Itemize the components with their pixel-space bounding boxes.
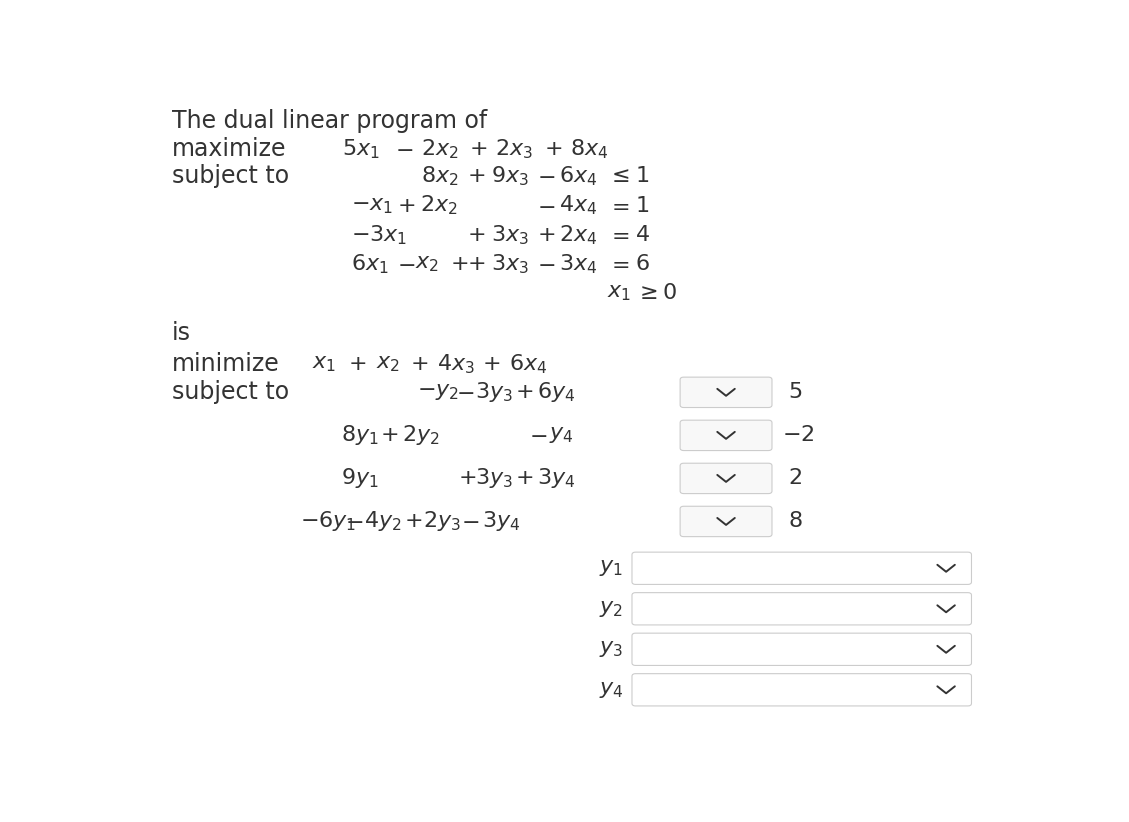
Text: $\geq$: $\geq$ [636, 283, 658, 303]
Text: $+$: $+$ [458, 469, 476, 488]
Text: $3y_4$: $3y_4$ [482, 510, 520, 533]
Text: $-$: $-$ [397, 254, 415, 274]
Text: $4x_3$: $4x_3$ [437, 352, 474, 376]
Text: $2x_2$: $2x_2$ [420, 194, 458, 217]
Text: maximize: maximize [172, 137, 287, 161]
Text: $5x_1$: $5x_1$ [342, 137, 380, 161]
Text: $1$: $1$ [636, 167, 649, 187]
Text: $-x_1$: $-x_1$ [351, 196, 393, 215]
Text: $=$: $=$ [607, 224, 630, 245]
Text: $+$: $+$ [380, 425, 399, 446]
Text: $+$: $+$ [470, 139, 488, 159]
Text: $1$: $1$ [636, 196, 649, 215]
Text: $y_4$: $y_4$ [598, 680, 623, 700]
Text: $y_3$: $y_3$ [598, 640, 623, 659]
Text: $0$: $0$ [662, 283, 676, 303]
FancyBboxPatch shape [680, 464, 772, 493]
FancyBboxPatch shape [632, 593, 971, 625]
Text: minimize: minimize [172, 352, 280, 376]
Text: $+$: $+$ [450, 254, 469, 274]
Text: $2x_3$: $2x_3$ [496, 137, 533, 161]
Text: $3x_3$: $3x_3$ [491, 223, 530, 247]
Text: $2y_3$: $2y_3$ [423, 510, 461, 533]
Text: $3y_3$: $3y_3$ [475, 381, 514, 404]
Text: $-$: $-$ [537, 196, 555, 215]
Text: $-3x_1$: $-3x_1$ [351, 223, 408, 247]
Text: $y_1$: $y_1$ [598, 558, 623, 579]
FancyBboxPatch shape [632, 674, 971, 706]
Text: $-6y_1$: $-6y_1$ [300, 510, 357, 533]
Text: $+$: $+$ [515, 469, 533, 488]
Text: $x_2$: $x_2$ [376, 353, 400, 374]
Text: subject to: subject to [172, 381, 289, 404]
Text: $6x_1$: $6x_1$ [351, 252, 388, 275]
FancyBboxPatch shape [680, 420, 772, 450]
Text: $6y_4$: $6y_4$ [536, 381, 575, 404]
Text: $+$: $+$ [544, 139, 562, 159]
FancyBboxPatch shape [680, 506, 772, 537]
Text: $=$: $=$ [607, 196, 630, 215]
Text: $-$: $-$ [462, 511, 480, 532]
Text: $+$: $+$ [467, 254, 485, 274]
Text: $x_2$: $x_2$ [415, 254, 439, 274]
Text: $-$: $-$ [528, 425, 548, 446]
Text: $+$: $+$ [349, 353, 367, 374]
FancyBboxPatch shape [632, 552, 971, 584]
Text: $y_4$: $y_4$ [549, 425, 574, 446]
Text: $-$: $-$ [456, 382, 474, 402]
Text: $+$: $+$ [482, 353, 500, 374]
Text: $5$: $5$ [788, 382, 802, 402]
Text: $x_1$: $x_1$ [607, 283, 631, 303]
Text: $8x_4$: $8x_4$ [570, 137, 609, 161]
Text: $+$: $+$ [537, 224, 555, 245]
Text: $9y_1$: $9y_1$ [341, 466, 378, 491]
Text: is: is [172, 321, 191, 344]
Text: $+$: $+$ [466, 167, 484, 187]
Text: $+$: $+$ [410, 353, 428, 374]
Text: $8$: $8$ [788, 511, 803, 532]
Text: $-$: $-$ [537, 167, 555, 187]
Text: $+$: $+$ [467, 224, 485, 245]
Text: $-$: $-$ [537, 254, 555, 274]
Text: $-$: $-$ [395, 139, 413, 159]
Text: $+$: $+$ [515, 382, 533, 402]
Text: $2x_4$: $2x_4$ [559, 223, 597, 247]
Text: $+$: $+$ [404, 511, 422, 532]
Text: $3x_4$: $3x_4$ [559, 252, 597, 275]
Text: The dual linear program of: The dual linear program of [172, 109, 487, 133]
Text: $x_1$: $x_1$ [312, 353, 335, 374]
Text: $=$: $=$ [607, 254, 630, 274]
Text: $8x_2$: $8x_2$ [421, 164, 458, 188]
Text: $+$: $+$ [397, 196, 415, 215]
Text: $4x_4$: $4x_4$ [559, 194, 597, 217]
Text: $4y_2$: $4y_2$ [365, 510, 402, 533]
Text: $2$: $2$ [788, 469, 802, 488]
Text: $y_2$: $y_2$ [598, 598, 623, 619]
Text: $6x_4$: $6x_4$ [559, 164, 597, 188]
FancyBboxPatch shape [680, 377, 772, 408]
Text: $-2$: $-2$ [781, 425, 814, 446]
Text: $6x_4$: $6x_4$ [508, 352, 546, 376]
Text: $3y_3$: $3y_3$ [475, 466, 514, 491]
Text: $4$: $4$ [636, 224, 650, 245]
Text: $9x_3$: $9x_3$ [491, 164, 530, 188]
Text: $\leq$: $\leq$ [607, 167, 630, 187]
Text: $-$: $-$ [345, 511, 364, 532]
Text: $2y_2$: $2y_2$ [402, 423, 439, 447]
Text: $-y_2$: $-y_2$ [417, 382, 458, 402]
Text: $8y_1$: $8y_1$ [341, 423, 378, 447]
Text: $2x_2$: $2x_2$ [421, 137, 458, 161]
Text: $3x_3$: $3x_3$ [491, 252, 530, 275]
Text: subject to: subject to [172, 164, 289, 188]
Text: $6$: $6$ [636, 254, 650, 274]
Text: $3y_4$: $3y_4$ [536, 466, 575, 491]
FancyBboxPatch shape [632, 633, 971, 666]
